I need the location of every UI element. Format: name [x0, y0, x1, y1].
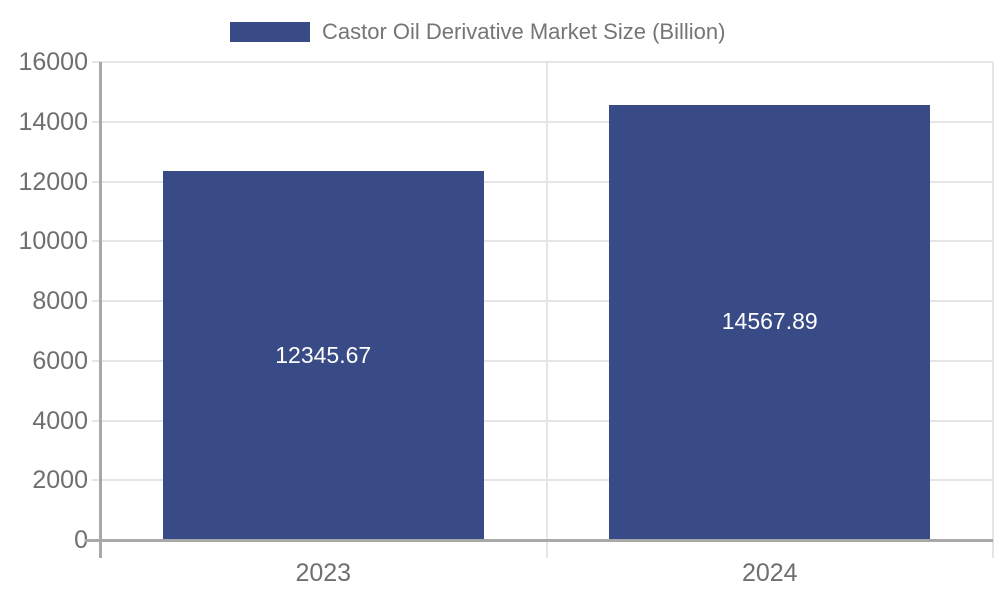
- y-gridline: [92, 419, 993, 422]
- y-tick-label: 14000: [18, 107, 88, 136]
- x-gridline: [545, 62, 548, 558]
- y-tick-label: 8000: [32, 287, 88, 315]
- y-tick-label: 0: [74, 526, 88, 554]
- y-gridline: [92, 479, 993, 482]
- legend[interactable]: Castor Oil Derivative Market Size (Billi…: [230, 18, 725, 46]
- bar-value-label: 12345.67: [275, 341, 372, 368]
- y-tick-label: 10000: [18, 227, 88, 256]
- y-gridline: [92, 240, 993, 243]
- y-gridline: [92, 120, 993, 123]
- y-tick-label: 6000: [32, 346, 88, 375]
- bar-2023[interactable]: [162, 171, 484, 540]
- y-axis-line: [99, 62, 102, 558]
- x-tick-label: 2024: [741, 559, 798, 587]
- y-tick-label: 2000: [32, 466, 88, 495]
- y-gridline: [92, 180, 993, 183]
- x-tick-label: 2023: [295, 559, 352, 587]
- x-axis-line: [85, 539, 993, 542]
- bar-value-label: 14567.89: [721, 308, 818, 335]
- legend-label: Castor Oil Derivative Market Size (Billi…: [322, 19, 726, 44]
- y-tick-label: 16000: [18, 48, 88, 76]
- plot-area: 0 2000 4000 6000 8000 10000 12000 14000 16000 123…: [18, 48, 994, 587]
- legend-swatch-icon: [230, 22, 310, 42]
- bar-2024[interactable]: [609, 104, 931, 540]
- y-gridline: [92, 300, 993, 302]
- y-tick-label: 4000: [32, 406, 88, 435]
- y-tick-label: 12000: [18, 167, 88, 196]
- x-gridline: [992, 62, 994, 558]
- y-gridline: [92, 359, 993, 362]
- y-gridline: [92, 61, 993, 63]
